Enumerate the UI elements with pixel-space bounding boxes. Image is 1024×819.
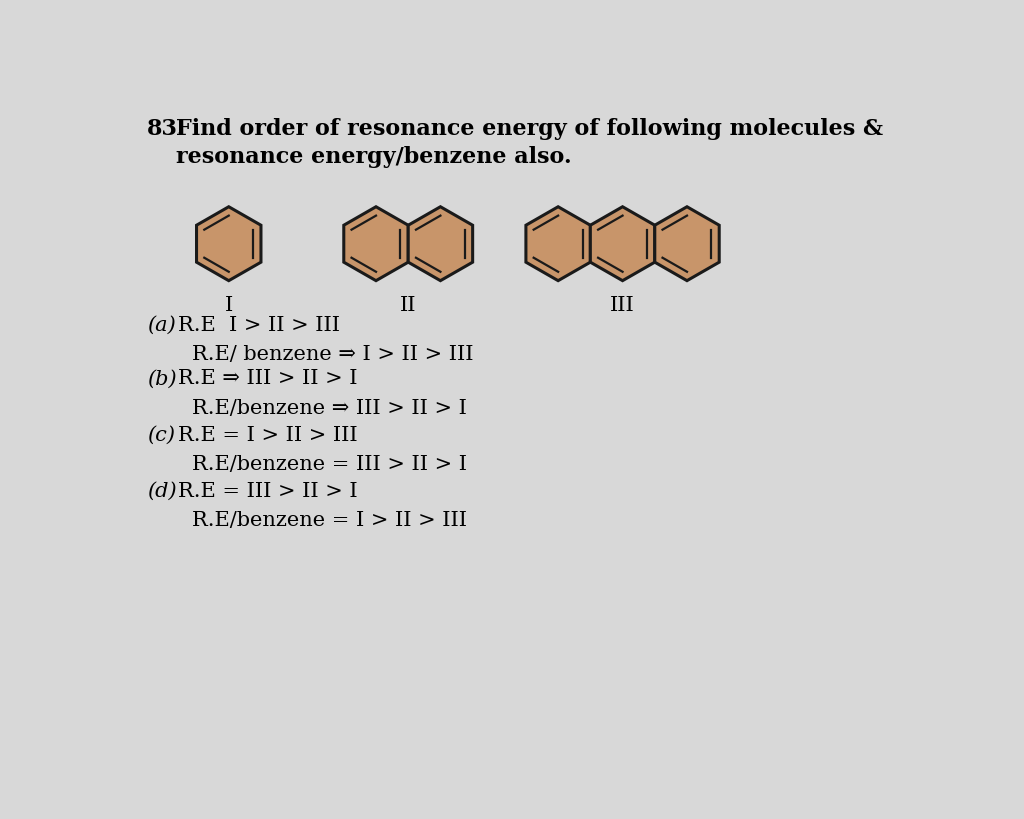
- Text: resonance energy/benzene also.: resonance energy/benzene also.: [176, 146, 571, 168]
- Text: R.E/ benzene ⇒ I > II > III: R.E/ benzene ⇒ I > II > III: [191, 344, 473, 364]
- Text: 83.: 83.: [147, 117, 186, 139]
- Text: R.E/benzene ⇒ III > II > I: R.E/benzene ⇒ III > II > I: [191, 398, 466, 417]
- Text: R.E = I > II > III: R.E = I > II > III: [178, 425, 358, 444]
- Text: II: II: [400, 295, 417, 314]
- Text: (c): (c): [147, 425, 175, 444]
- Text: R.E ⇒ III > II > I: R.E ⇒ III > II > I: [178, 369, 357, 388]
- Text: I: I: [224, 295, 232, 314]
- Text: (b): (b): [147, 369, 177, 388]
- Text: R.E/benzene = I > II > III: R.E/benzene = I > II > III: [191, 510, 467, 529]
- Text: III: III: [610, 295, 635, 314]
- Text: Find order of resonance energy of following molecules &: Find order of resonance energy of follow…: [176, 117, 883, 139]
- Polygon shape: [654, 207, 719, 281]
- Text: R.E/benzene = III > II > I: R.E/benzene = III > II > I: [191, 455, 467, 473]
- Text: R.E = III > II > I: R.E = III > II > I: [178, 482, 358, 500]
- Polygon shape: [526, 207, 591, 281]
- Polygon shape: [197, 207, 261, 281]
- Text: R.E  I > II > III: R.E I > II > III: [178, 315, 340, 334]
- Text: (a): (a): [147, 315, 176, 334]
- Polygon shape: [591, 207, 654, 281]
- Polygon shape: [409, 207, 473, 281]
- Text: (d): (d): [147, 482, 177, 500]
- Polygon shape: [344, 207, 409, 281]
